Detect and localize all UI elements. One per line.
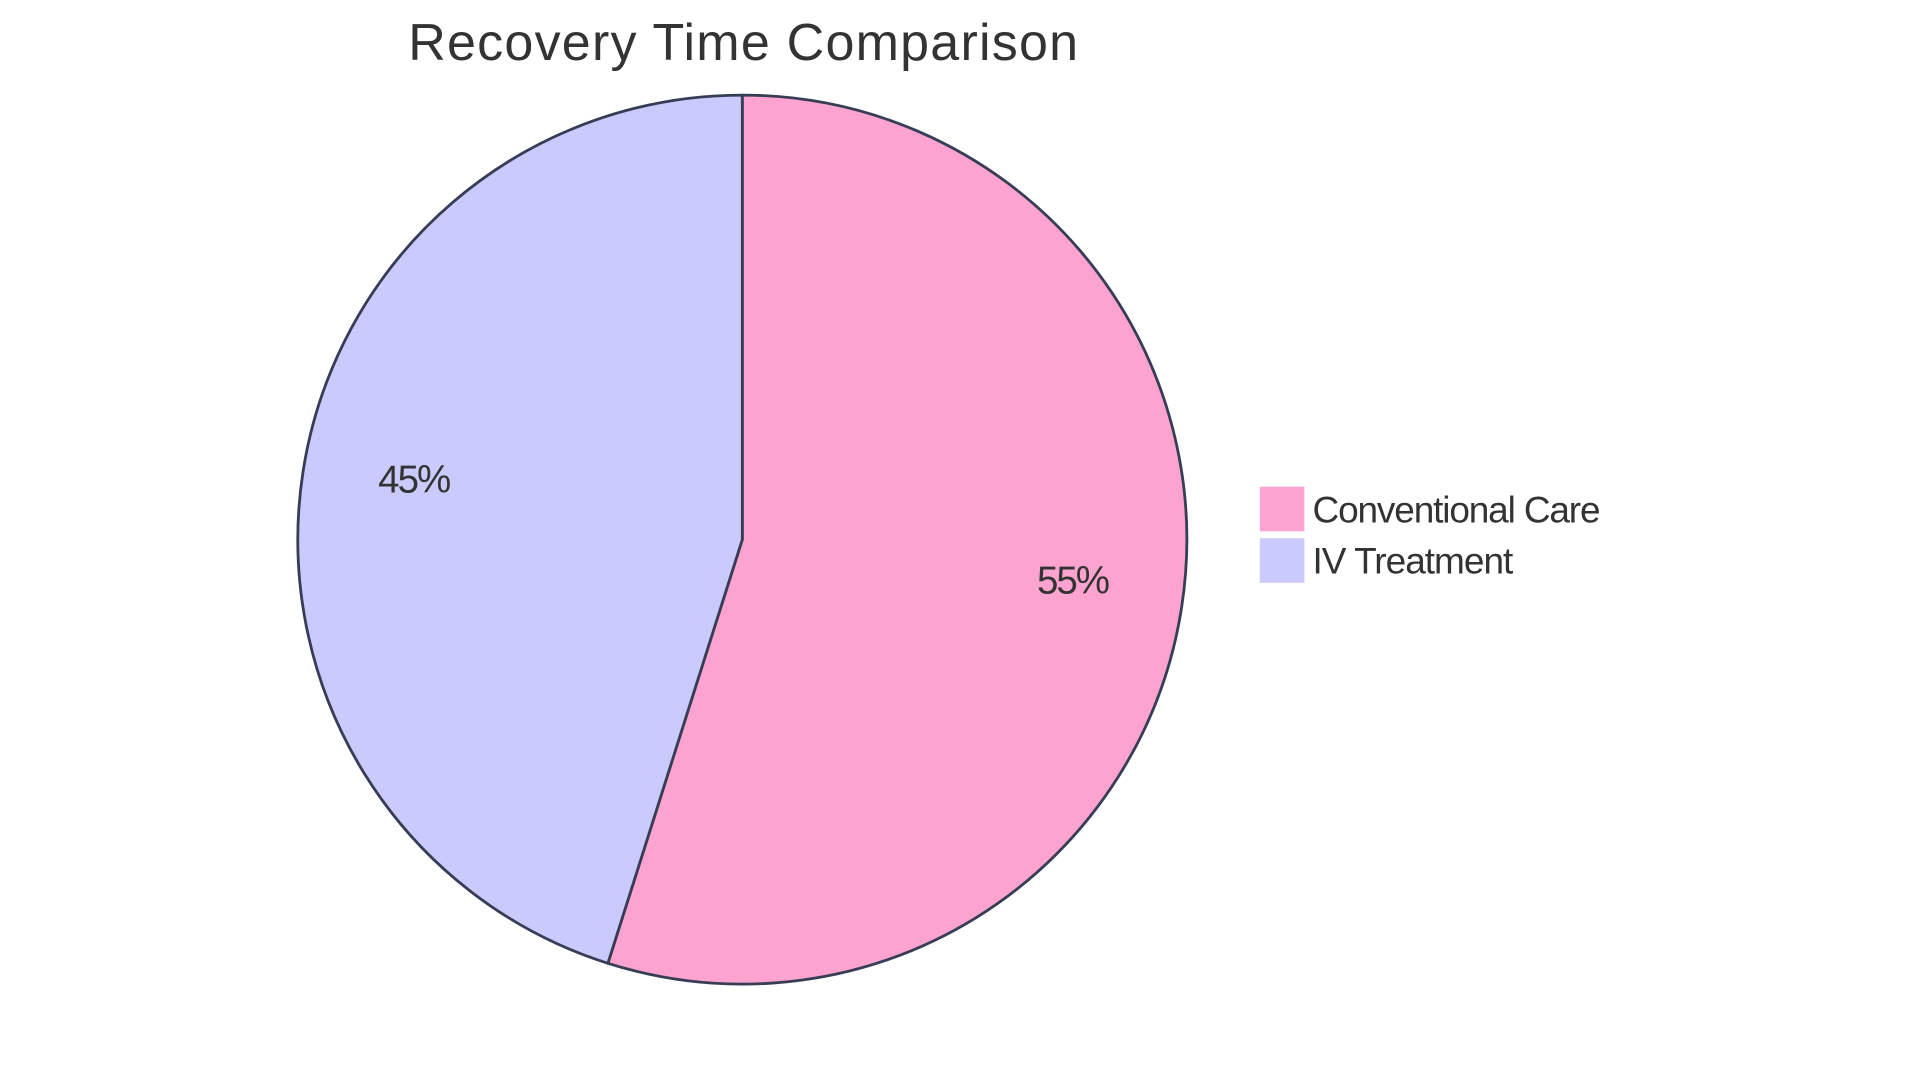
svg-text:55%: 55% [1037,560,1109,603]
svg-text:Recovery Time Comparison: Recovery Time Comparison [408,14,1079,72]
svg-text:Conventional Care: Conventional Care [1313,490,1600,531]
svg-text:45%: 45% [378,459,450,502]
svg-text:IV Treatment: IV Treatment [1313,541,1515,582]
